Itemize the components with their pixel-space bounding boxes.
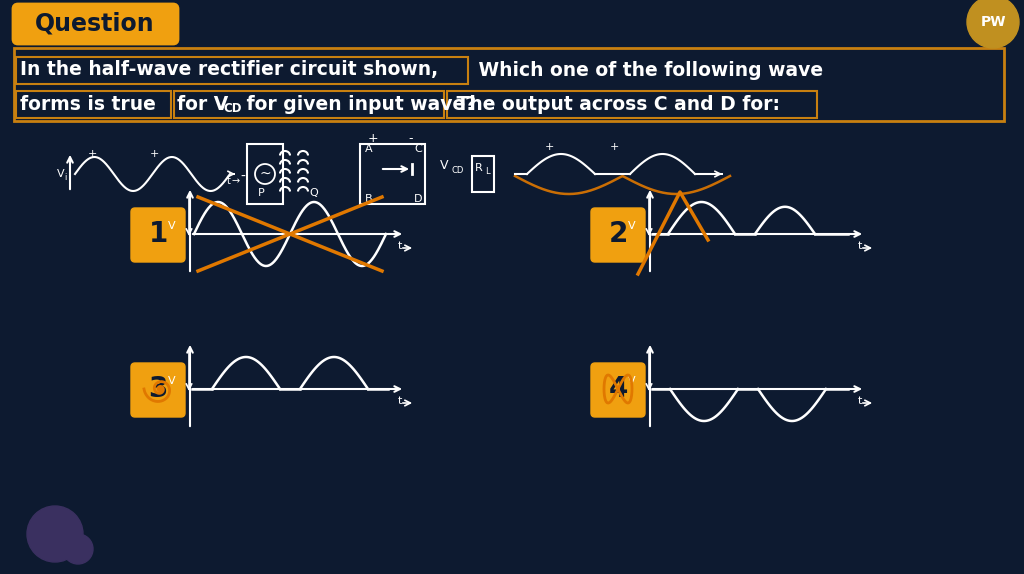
Text: P: P — [258, 188, 265, 198]
Text: B: B — [365, 194, 373, 204]
Text: 1: 1 — [148, 220, 168, 248]
Text: V: V — [168, 221, 176, 231]
Text: 3: 3 — [148, 375, 168, 403]
Text: CD: CD — [451, 166, 464, 175]
Text: -: - — [240, 170, 245, 184]
Text: V: V — [57, 169, 65, 179]
Text: A: A — [365, 144, 373, 154]
Text: -: - — [408, 132, 413, 145]
Text: t: t — [858, 396, 862, 406]
Text: ~: ~ — [259, 167, 270, 181]
Text: t: t — [227, 176, 230, 186]
Text: +: + — [150, 149, 160, 159]
Text: V: V — [168, 376, 176, 386]
Text: t: t — [398, 241, 402, 251]
FancyBboxPatch shape — [591, 363, 645, 417]
Text: Q: Q — [309, 188, 317, 198]
Text: 2: 2 — [608, 220, 628, 248]
Text: +: + — [545, 142, 554, 152]
FancyBboxPatch shape — [591, 208, 645, 262]
Text: +: + — [610, 142, 620, 152]
Text: for V: for V — [177, 95, 228, 114]
Text: CD: CD — [223, 103, 242, 115]
Text: V: V — [440, 159, 449, 172]
FancyBboxPatch shape — [247, 144, 283, 204]
FancyBboxPatch shape — [13, 4, 178, 44]
Text: →: → — [232, 176, 240, 186]
Text: +: + — [368, 132, 379, 145]
Circle shape — [27, 506, 83, 562]
Text: V: V — [628, 221, 636, 231]
Text: t: t — [858, 241, 862, 251]
Text: forms is true: forms is true — [20, 95, 163, 114]
Text: V: V — [628, 376, 636, 386]
Text: 4: 4 — [608, 375, 628, 403]
Circle shape — [63, 534, 93, 564]
Text: C: C — [414, 144, 422, 154]
Text: R: R — [475, 163, 482, 173]
Circle shape — [967, 0, 1019, 48]
Text: PW: PW — [980, 15, 1006, 29]
Text: Which one of the following wave: Which one of the following wave — [472, 60, 823, 80]
Text: In the half-wave rectifier circuit shown,: In the half-wave rectifier circuit shown… — [20, 60, 438, 80]
FancyBboxPatch shape — [131, 208, 185, 262]
Text: t: t — [398, 396, 402, 406]
Text: The output across C and D for:: The output across C and D for: — [450, 95, 780, 114]
Text: +: + — [88, 149, 97, 159]
Text: i: i — [63, 173, 67, 183]
FancyBboxPatch shape — [131, 363, 185, 417]
Text: Question: Question — [35, 12, 155, 36]
Text: L: L — [485, 167, 489, 176]
Text: D: D — [414, 194, 423, 204]
Text: for given input wave?: for given input wave? — [240, 95, 476, 114]
